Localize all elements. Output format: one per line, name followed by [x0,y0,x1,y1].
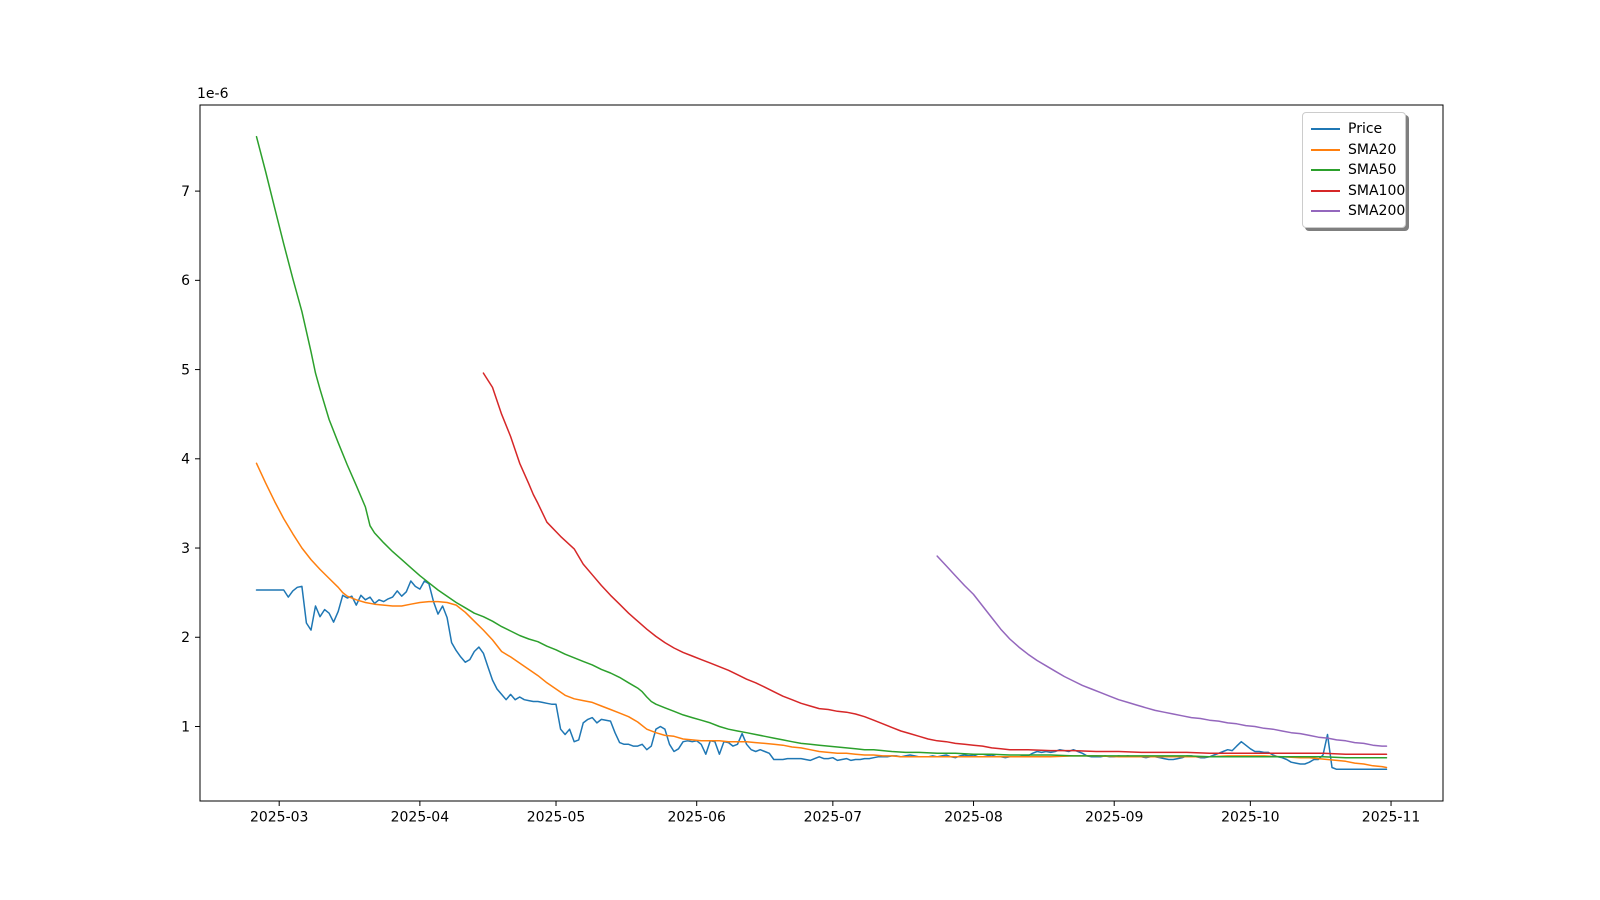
y-tick-label: 2 [181,630,190,646]
y-axis-offset-label: 1e-6 [197,86,229,102]
legend-label-sma20: SMA20 [1348,141,1397,158]
y-tick-label: 5 [181,362,190,378]
legend-item-price: Price [1311,119,1397,140]
y-tick-label: 1 [181,719,190,735]
price-line-swatch [1311,128,1340,131]
legend-label-sma50: SMA50 [1348,162,1397,179]
price-line [255,580,1388,771]
y-tick-label: 3 [181,541,190,557]
legend-label-sma200: SMA200 [1348,203,1406,220]
x-tick-label: 2025-04 [391,810,450,826]
axes-spines [199,104,1444,802]
x-tick-label: 2025-10 [1221,810,1280,826]
legend: Price SMA20 SMA50 SMA100 SMA200 [1302,112,1406,228]
x-tick-label: 2025-08 [944,810,1003,826]
sma100-line [482,372,1388,755]
sma50-line [255,135,1388,759]
x-tick-label: 2025-05 [527,810,586,826]
y-tick-label: 4 [181,452,190,468]
sma200-line [936,555,1388,747]
x-tick-label: 2025-03 [250,810,309,826]
sma20-line [255,462,1388,769]
legend-label-price: Price [1348,121,1383,138]
legend-item-sma50: SMA50 [1311,160,1397,181]
x-tick-label: 2025-09 [1085,810,1144,826]
sma20-line-swatch [1311,148,1340,151]
x-tick-label: 2025-07 [804,810,863,826]
x-tick-label: 2025-06 [667,810,726,826]
sma100-line-swatch [1311,189,1340,192]
y-tick-label: 7 [181,184,190,200]
y-tick-label: 6 [181,273,190,289]
legend-item-sma100: SMA100 [1311,181,1405,202]
legend-label-sma100: SMA100 [1348,182,1406,199]
x-tick-label: 2025-11 [1362,810,1421,826]
legend-item-sma20: SMA20 [1311,140,1397,161]
sma50-line-swatch [1311,169,1340,172]
sma200-line-swatch [1311,210,1340,213]
legend-item-sma200: SMA200 [1311,201,1405,222]
